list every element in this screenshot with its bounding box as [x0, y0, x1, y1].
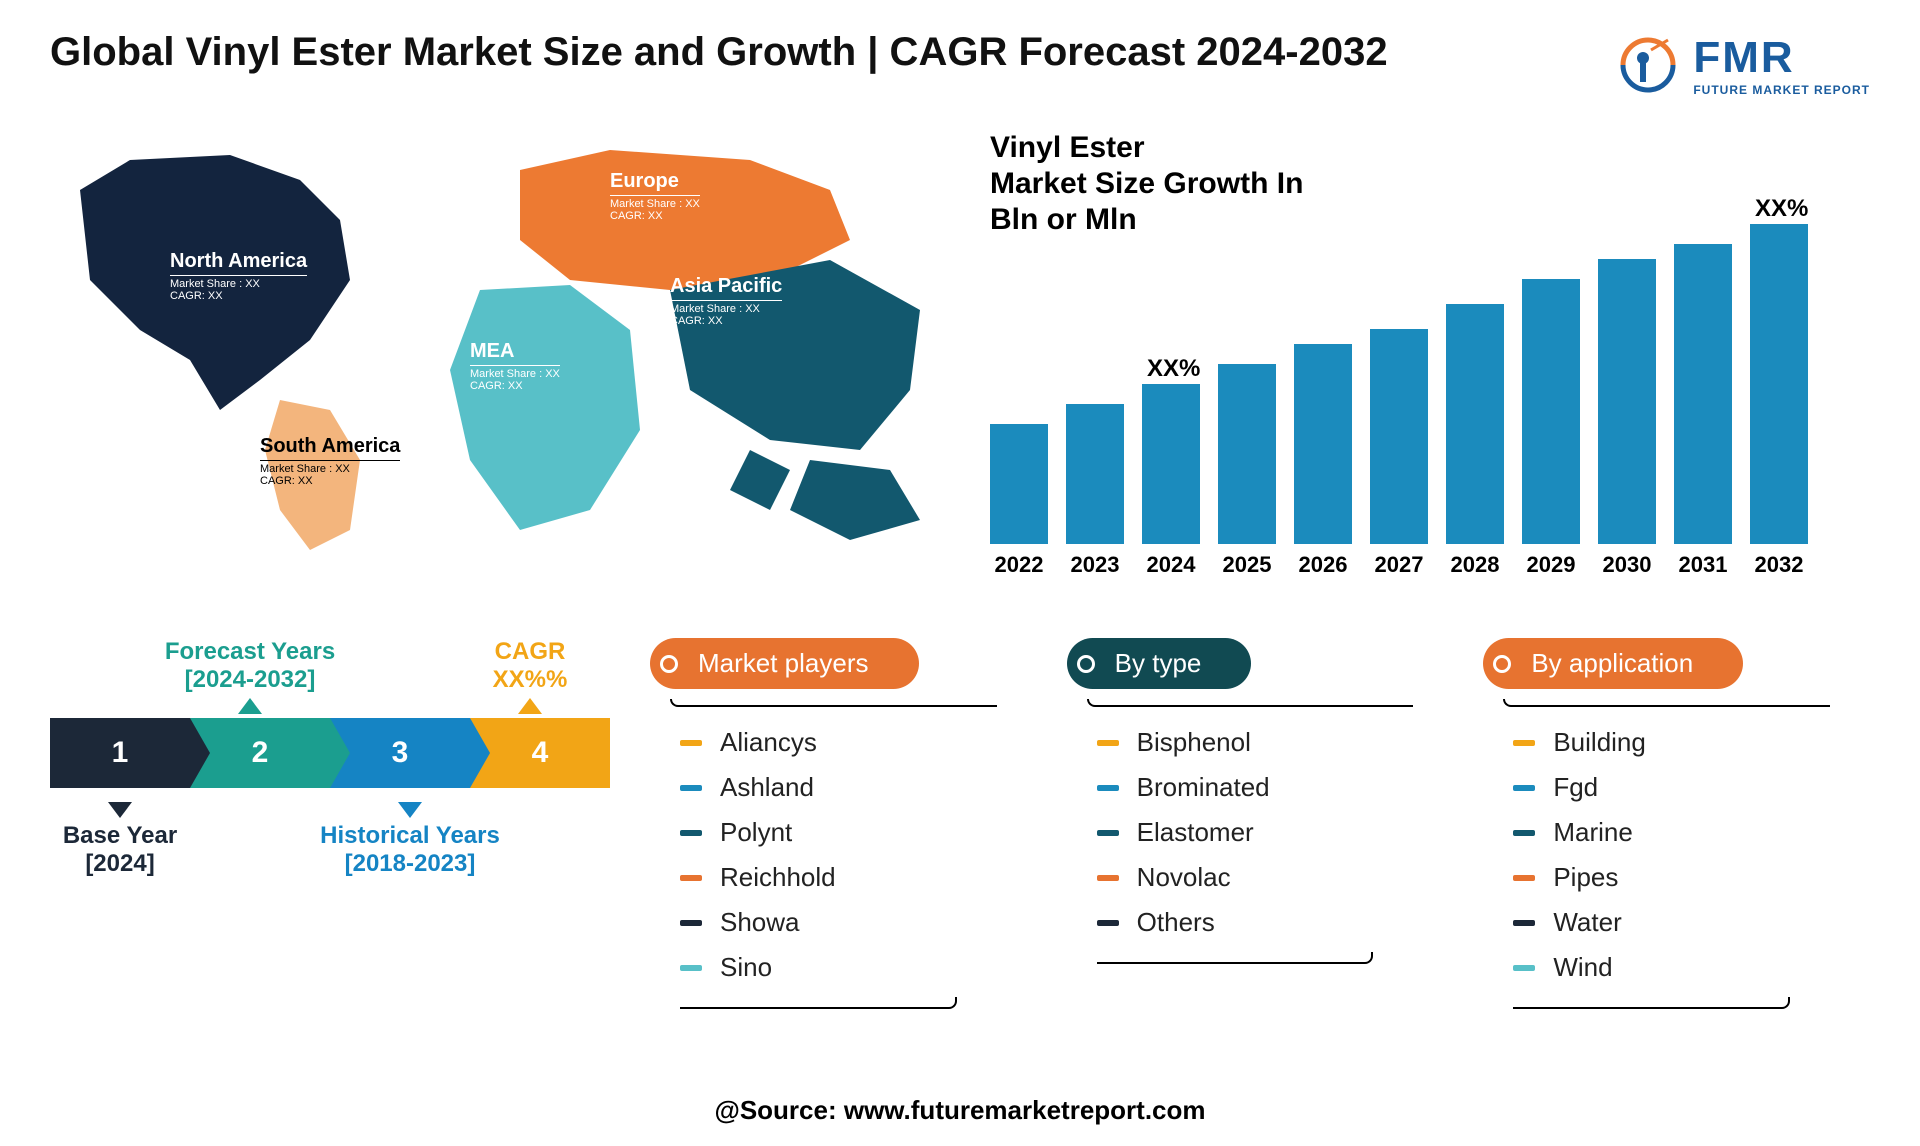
- category-pill: By type: [1067, 638, 1252, 689]
- region-mea: MEAMarket Share : XXCAGR: XX: [470, 340, 560, 392]
- list-item: Others: [1097, 907, 1454, 938]
- region-na: North AmericaMarket Share : XXCAGR: XX: [170, 250, 307, 302]
- list-item: Bisphenol: [1097, 727, 1454, 758]
- list-item: Sino: [680, 952, 1037, 983]
- list-item: Aliancys: [680, 727, 1037, 758]
- category-pill: By application: [1483, 638, 1743, 689]
- bar-pct-label: XX%: [1147, 355, 1200, 383]
- list-item: Reichhold: [680, 862, 1037, 893]
- logo: FMR FUTURE MARKET REPORT: [1613, 30, 1870, 100]
- region-ap: Asia PacificMarket Share : XXCAGR: XX: [670, 275, 782, 327]
- category-by-application: By application Building Fgd Marine Pipes Wat…: [1483, 638, 1870, 1009]
- timeline-seg-2: 2: [190, 718, 330, 788]
- world-map: North AmericaMarket Share : XXCAGR: XX So…: [50, 130, 950, 550]
- region-sa: South AmericaMarket Share : XXCAGR: XX: [260, 435, 400, 487]
- timeline-seg-4: 4: [470, 718, 610, 788]
- category-market-players: Market players Aliancys Ashland Polynt Reic…: [650, 638, 1037, 1009]
- bar-2023: 2023: [1066, 404, 1124, 578]
- timeline-seg-1: 1: [50, 718, 190, 788]
- category-by-type: By type Bisphenol Brominated Elastomer Novo…: [1067, 638, 1454, 1009]
- list-item: Pipes: [1513, 862, 1870, 893]
- list-item: Wind: [1513, 952, 1870, 983]
- bar-2028: 2028: [1446, 304, 1504, 578]
- logo-icon: [1613, 30, 1683, 100]
- cagr-label: CAGR XX%%: [470, 638, 590, 718]
- bar-2030: 2030: [1598, 259, 1656, 578]
- list-item: Water: [1513, 907, 1870, 938]
- list-item: Marine: [1513, 817, 1870, 848]
- bar-2031: 2031: [1674, 244, 1732, 578]
- list-item: Elastomer: [1097, 817, 1454, 848]
- growth-chart: Vinyl Ester Market Size Growth In Bln or…: [990, 130, 1870, 578]
- category-pill: Market players: [650, 638, 919, 689]
- bar-2024: 2024: [1142, 384, 1200, 578]
- list-item: Brominated: [1097, 772, 1454, 803]
- chart-title: Vinyl Ester Market Size Growth In Bln or…: [990, 130, 1870, 238]
- bar-2032: 2032: [1750, 224, 1808, 578]
- logo-text-sub: FUTURE MARKET REPORT: [1693, 83, 1870, 97]
- list-item: Ashland: [680, 772, 1037, 803]
- bar-2029: 2029: [1522, 279, 1580, 578]
- timeline-seg-3: 3: [330, 718, 470, 788]
- list-item: Showa: [680, 907, 1037, 938]
- list-item: Polynt: [680, 817, 1037, 848]
- bar-2026: 2026: [1294, 344, 1352, 578]
- bar-2025: 2025: [1218, 364, 1276, 578]
- bar-2022: 2022: [990, 424, 1048, 578]
- base-year-label: Base Year [2024]: [40, 798, 200, 878]
- bar-2027: 2027: [1370, 329, 1428, 578]
- forecast-years-label: Forecast Years [2024-2032]: [160, 638, 340, 718]
- historical-years-label: Historical Years [2018-2023]: [300, 798, 520, 878]
- region-eu: EuropeMarket Share : XXCAGR: XX: [610, 170, 700, 222]
- logo-text-main: FMR: [1693, 33, 1870, 83]
- bar-pct-label: XX%: [1755, 195, 1808, 223]
- timeline: Forecast Years [2024-2032] CAGR XX%% 123…: [50, 638, 610, 898]
- page-title: Global Vinyl Ester Market Size and Growt…: [50, 30, 1388, 75]
- list-item: Building: [1513, 727, 1870, 758]
- list-item: Fgd: [1513, 772, 1870, 803]
- list-item: Novolac: [1097, 862, 1454, 893]
- source-attribution: @Source: www.futuremarketreport.com: [0, 1095, 1920, 1126]
